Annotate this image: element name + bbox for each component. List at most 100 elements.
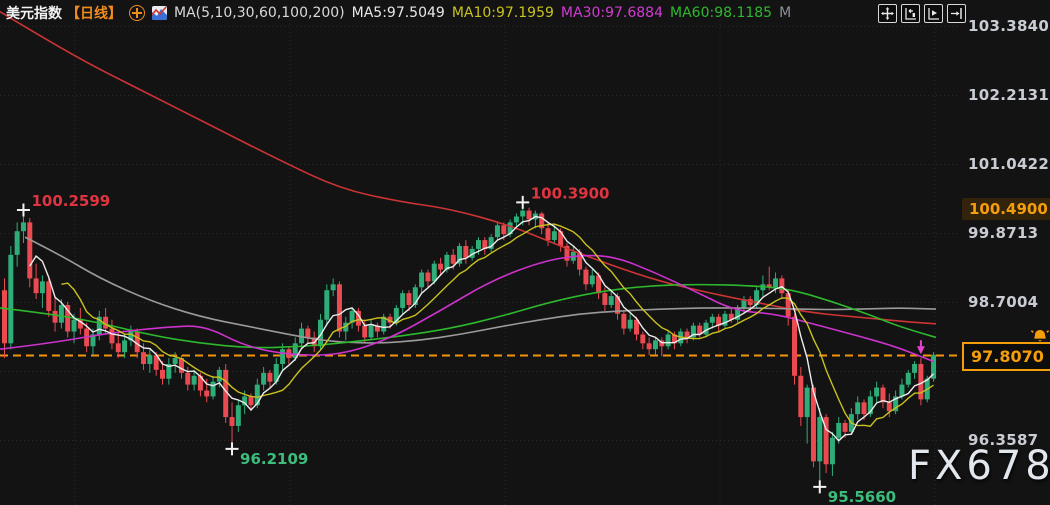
candle-body: [374, 325, 380, 332]
candle-body: [77, 319, 83, 329]
candle-body: [305, 328, 311, 338]
candle-body: [141, 352, 147, 364]
ma30-value: MA30:97.6884: [560, 5, 663, 21]
candle-body: [14, 231, 20, 255]
candle-body: [185, 372, 191, 385]
price-alert-bell-icon[interactable]: [1030, 328, 1050, 344]
candle-body: [646, 343, 652, 350]
axis-price-label: 96.3587: [968, 431, 1039, 450]
candle-body: [134, 331, 140, 353]
candle-body: [242, 396, 248, 406]
candle-body: [324, 290, 330, 320]
candle-body: [735, 307, 741, 320]
instrument-title: 美元指数: [6, 6, 62, 22]
candle-body: [355, 310, 361, 326]
extreme-cross-marker: [813, 480, 827, 494]
candlestick-chart[interactable]: 100.2599 100.3900 96.2109 95.5660: [0, 0, 962, 505]
ma-group-label[interactable]: MA(5,10,30,60,100,200): [174, 5, 345, 21]
sell-signal-arrowhead: [916, 346, 925, 355]
candle-body: [229, 417, 235, 426]
price-axis[interactable]: 103.3840 102.2131 101.0422 99.8713 98.7004 96…: [960, 0, 1050, 505]
candle-body: [722, 313, 728, 326]
ma5-line: [29, 215, 934, 442]
candle-body: [589, 275, 595, 285]
period-label: 【日线】: [66, 6, 122, 22]
ma10-line: [61, 223, 934, 427]
candle-body: [539, 213, 545, 229]
candle-body: [412, 287, 418, 305]
candle-body: [362, 325, 368, 338]
candle-body: [431, 263, 437, 282]
candle-body: [406, 293, 412, 305]
ma5-value: MA5:97.5049: [351, 5, 445, 21]
go-latest-icon: [951, 8, 962, 19]
go-to-latest-button[interactable]: [947, 4, 966, 23]
axis-price-label: 102.2131: [968, 85, 1050, 104]
candle-body: [235, 405, 241, 426]
candle-body: [27, 222, 33, 279]
candle-body: [823, 417, 829, 465]
candle-body: [33, 278, 39, 294]
candle-body: [197, 375, 203, 391]
candle-body: [2, 290, 7, 344]
candle-body: [292, 343, 298, 359]
candle-body: [39, 281, 45, 294]
candle-body: [318, 319, 323, 347]
ma100-value-clipped: M: [779, 5, 792, 21]
candle-body: [191, 375, 197, 385]
candle-body: [330, 284, 336, 291]
candle-body: [886, 402, 892, 412]
candle-body: [450, 254, 456, 264]
candle-body: [109, 328, 115, 344]
candle-body: [652, 340, 658, 350]
axis-price-label: 99.8713: [968, 223, 1039, 242]
left-axis-view-button[interactable]: [901, 4, 920, 23]
candle-body: [754, 290, 760, 305]
candle-body: [545, 228, 551, 241]
candle-body: [671, 334, 677, 344]
candle-body: [608, 296, 614, 305]
candle-body: [893, 396, 899, 412]
candle-body: [204, 390, 210, 397]
extreme-cross-marker: [16, 203, 30, 217]
candle-body: [665, 334, 671, 347]
candle-body: [577, 251, 583, 270]
candle-body: [596, 275, 602, 294]
candle-body: [602, 293, 608, 305]
candle-body: [482, 240, 488, 249]
candle-body: [261, 372, 267, 385]
candle-body: [425, 272, 431, 282]
candle-body: [829, 437, 835, 465]
candle-body: [476, 240, 481, 249]
candle-body: [267, 372, 273, 382]
pan-icon: [881, 7, 894, 20]
axis-price-label: 101.0422: [968, 154, 1050, 173]
candle-body: [779, 278, 785, 294]
candle-body: [438, 263, 444, 270]
candle-body: [90, 334, 96, 347]
candle-body: [254, 384, 260, 406]
candle-body: [52, 310, 58, 323]
chart-header: 美元指数 【日线】 MA(5,10,30,60,100,200) MA5:97.5…: [6, 3, 791, 23]
chart-canvas[interactable]: 100.2599 100.3900 96.2109 95.5660: [0, 0, 962, 505]
candle-body: [621, 313, 627, 329]
candle-body: [122, 340, 128, 353]
candle-body: [564, 245, 570, 261]
playback-button[interactable]: [924, 4, 943, 23]
ma60-line: [0, 283, 937, 349]
candle-body: [153, 355, 159, 370]
candle-body: [615, 296, 621, 314]
candle-body: [400, 293, 406, 308]
candle-body: [640, 334, 646, 344]
candle-body: [842, 422, 848, 432]
candle-body: [684, 331, 690, 338]
add-indicator-icon[interactable]: [129, 5, 145, 21]
candle-body: [166, 363, 172, 379]
ma200-line: [0, 11, 937, 325]
candle-body: [634, 319, 639, 335]
candle-body: [931, 354, 937, 379]
candle-body: [210, 381, 216, 397]
candle-body: [501, 225, 507, 235]
pan-tool-button[interactable]: [878, 4, 897, 23]
